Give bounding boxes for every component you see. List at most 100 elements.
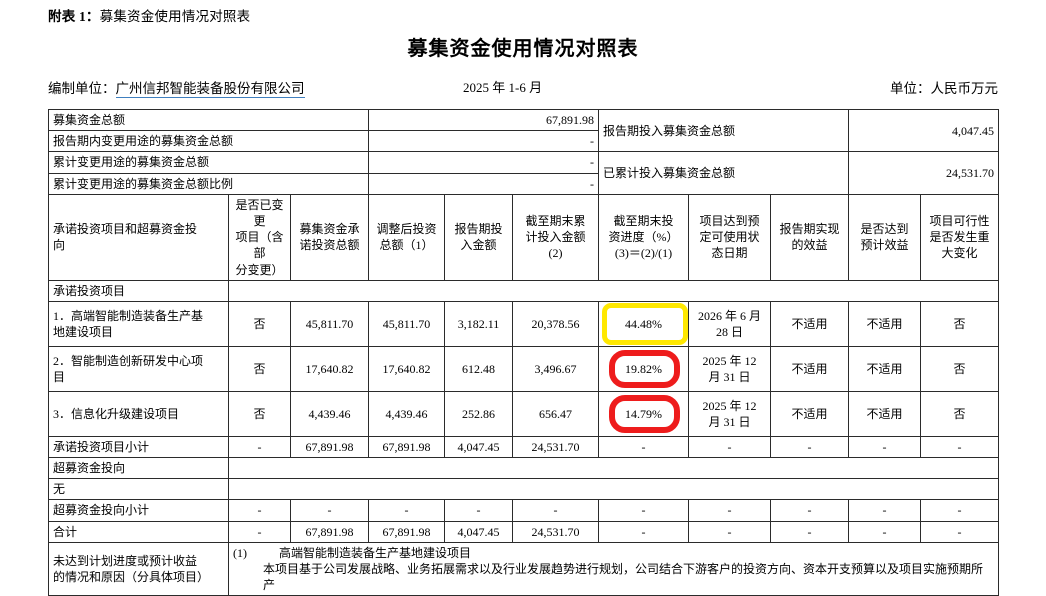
table-row: 1．高端智能制造装备生产基 地建设项目 否 45,811.70 45,811.7… xyxy=(48,300,1000,347)
table-row: 3．信息化升级建设项目 否 4,439.46 4,439.46 252.86 6… xyxy=(48,390,1000,437)
footnote-body: (1) 高端智能制造装备生产基地建设项目 本项目基于公司发展战略、业务拓展需求以及… xyxy=(227,541,1000,596)
footnote-label: 未达到计划进度或预计收益 的情况和原因（分具体项目） xyxy=(48,541,229,596)
subtotal-feasibility: - xyxy=(920,435,1000,459)
project-meets-expected: 不适用 xyxy=(848,300,922,347)
total-benefit: - xyxy=(770,520,850,543)
summary-label: 累计变更用途的募集资金总额 xyxy=(47,151,370,174)
project-adjusted: 17,640.82 xyxy=(368,345,446,392)
subtotal-ready-date: - xyxy=(688,435,772,459)
subtotal-committed: - xyxy=(289,499,370,522)
page-title: 募集资金使用情况对照表 xyxy=(407,38,639,60)
project-progress: 44.48% xyxy=(598,300,690,347)
project-feasibility: 否 xyxy=(920,300,1000,347)
col-header-cumulative: 截至期末累 计投入金额 (2) xyxy=(512,193,600,281)
project-feasibility: 否 xyxy=(920,345,1000,392)
project-progress: 19.82% xyxy=(598,345,690,392)
summary-value: - xyxy=(368,130,600,153)
project-benefit: 不适用 xyxy=(770,345,850,392)
project-cumulative: 656.47 xyxy=(512,390,600,437)
col-header-period-invest: 报告期投 入金额 xyxy=(444,193,514,281)
summary-row-cumulative-changed-ratio: 累计变更用途的募集资金总额比例 - xyxy=(47,172,999,195)
project-changed: 否 xyxy=(228,390,291,437)
project-period-invest: 612.48 xyxy=(444,345,514,392)
subtotal-cumulative: 24,531.70 xyxy=(512,435,600,459)
project-committed: 4,439.46 xyxy=(289,390,370,437)
section-row-blank xyxy=(227,279,1000,302)
project-changed: 否 xyxy=(228,345,291,392)
total-row: 合计 - 67,891.98 67,891.98 4,047.45 24,531… xyxy=(48,520,1000,543)
subtotal-row-committed: 承诺投资项目小计 - 67,891.98 67,891.98 4,047.45 … xyxy=(48,435,1000,459)
total-adjusted: 67,891.98 xyxy=(368,520,446,543)
subtotal-progress: - xyxy=(598,435,690,459)
footnote-item-title: 高端智能制造装备生产基地建设项目 xyxy=(279,545,472,560)
subtotal-row-over-raised: 超募资金投向小计 - - - - - - - - - - xyxy=(48,499,1000,522)
col-header-ready-date: 项目达到预 定可使用状 态日期 xyxy=(688,193,772,281)
summary-value-period-invested: 4,047.45 xyxy=(848,108,1000,153)
currency-unit: 单位：人民币万元 xyxy=(890,81,998,96)
project-ready-date: 2025 年 12 月 31 日 xyxy=(688,390,772,437)
project-ready-date: 2025 年 12 月 31 日 xyxy=(688,345,772,392)
project-feasibility: 否 xyxy=(920,390,1000,437)
summary-value-cumulative-invested: 24,531.70 xyxy=(848,151,1000,195)
project-cumulative: 3,496.67 xyxy=(512,345,600,392)
subtotal-ready-date: - xyxy=(688,499,772,522)
subtotal-committed: 67,891.98 xyxy=(289,435,370,459)
summary-label: 累计变更用途的募集资金总额比例 xyxy=(47,172,370,195)
section-row-over-raised-none: 无 xyxy=(48,478,1000,501)
total-label: 合计 xyxy=(48,520,229,543)
reporting-period: 2025 年 1-6 月 xyxy=(463,80,543,95)
total-cumulative: 24,531.70 xyxy=(512,520,600,543)
footnote-paragraph: 本项目基于公司发展战略、业务拓展需求以及行业发展趋势进行规划，公司结合下游客户的… xyxy=(263,562,984,593)
summary-value: 67,891.98 xyxy=(368,108,600,132)
project-name: 3．信息化升级建设项目 xyxy=(48,390,229,437)
project-progress: 14.79% xyxy=(598,390,690,437)
total-meets-expected: - xyxy=(848,520,922,543)
subtotal-changed: - xyxy=(228,435,291,459)
subtotal-meets-expected: - xyxy=(848,435,922,459)
total-feasibility: - xyxy=(920,520,1000,543)
project-ready-date: 2026 年 6 月 28 日 xyxy=(688,300,772,347)
funds-usage-table: 募集资金总额 67,891.98 报告期投入募集资金总额 4,047.45 报告… xyxy=(47,108,1000,596)
subtotal-label: 超募资金投向小计 xyxy=(48,499,229,522)
col-header-meets-expected: 是否达到 预计效益 xyxy=(848,193,922,281)
progress-value: 14.79% xyxy=(625,406,663,421)
col-header-feasibility: 项目可行性 是否发生重 大变化 xyxy=(920,193,1000,281)
summary-row-cumulative-changed: 累计变更用途的募集资金总额 - 已累计投入募集资金总额 24,531.70 xyxy=(47,151,1000,195)
table-header-row: 承诺投资项目和超募资金投 向 是否已变更 项目（含部 分变更） 募集资金承 诺投… xyxy=(48,193,1000,281)
subtotal-label: 承诺投资项目小计 xyxy=(48,435,229,459)
subtotal-period-invest: 4,047.45 xyxy=(444,435,514,459)
summary-row-total-raised: 募集资金总额 67,891.98 报告期投入募集资金总额 4,047.45 xyxy=(47,108,1000,153)
project-period-invest: 3,182.11 xyxy=(444,300,514,347)
subtotal-meets-expected: - xyxy=(848,499,922,522)
table-row: 2．智能制造创新研发中心项 目 否 17,640.82 17,640.82 61… xyxy=(48,345,1000,392)
project-benefit: 不适用 xyxy=(770,300,850,347)
section-label: 承诺投资项目 xyxy=(48,279,229,302)
total-changed: - xyxy=(228,520,291,543)
over-raised-none-blank xyxy=(227,478,1000,501)
col-header-changed: 是否已变更 项目（含部 分变更） xyxy=(228,193,291,281)
summary-label-cumulative-invested: 已累计投入募集资金总额 xyxy=(598,151,850,195)
summary-label: 募集资金总额 xyxy=(47,108,370,132)
project-name: 1．高端智能制造装备生产基 地建设项目 xyxy=(48,300,229,347)
subtotal-changed: - xyxy=(228,499,291,522)
project-cumulative: 20,378.56 xyxy=(512,300,600,347)
document-page: 附表 1：募集资金使用情况对照表 募集资金使用情况对照表 编制单位：广州信邦智能… xyxy=(47,5,1000,596)
project-adjusted: 4,439.46 xyxy=(368,390,446,437)
project-period-invest: 252.86 xyxy=(444,390,514,437)
summary-value: - xyxy=(368,172,600,195)
subtotal-benefit: - xyxy=(770,499,850,522)
subtotal-progress: - xyxy=(598,499,690,522)
project-benefit: 不适用 xyxy=(770,390,850,437)
prepared-by: 编制单位：广州信邦智能装备股份有限公司 xyxy=(48,77,305,98)
total-committed: 67,891.98 xyxy=(289,520,370,543)
company-name: 广州信邦智能装备股份有限公司 xyxy=(115,81,305,98)
section-row-over-raised: 超募资金投向 xyxy=(48,457,1000,480)
total-period-invest: 4,047.45 xyxy=(444,520,514,543)
over-raised-label: 超募资金投向 xyxy=(48,457,229,480)
subtotal-cumulative: - xyxy=(512,499,600,522)
progress-value: 19.82% xyxy=(625,361,663,376)
attachment-caption: 附表 1：募集资金使用情况对照表 xyxy=(48,5,250,25)
summary-label: 报告期内变更用途的募集资金总额 xyxy=(47,130,370,153)
total-progress: - xyxy=(598,520,690,543)
col-header-benefit: 报告期实现 的效益 xyxy=(770,193,850,281)
